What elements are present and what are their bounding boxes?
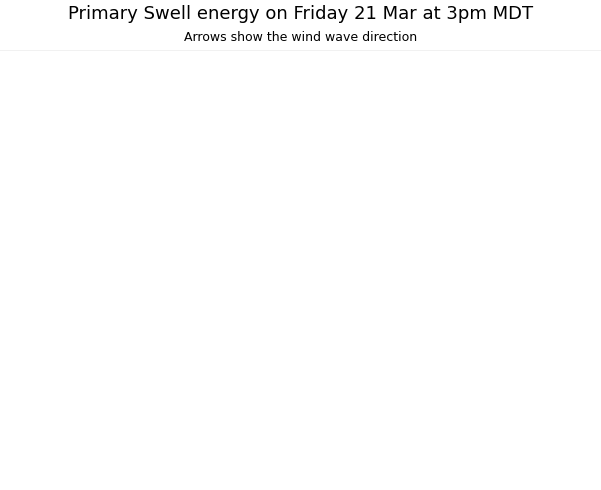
Text: Primary Swell energy on Friday 21 Mar at 3pm MDT: Primary Swell energy on Friday 21 Mar at… [68, 5, 533, 24]
Text: cartopy not available: cartopy not available [227, 264, 374, 278]
Text: Arrows show the wind wave direction: Arrows show the wind wave direction [184, 30, 417, 44]
